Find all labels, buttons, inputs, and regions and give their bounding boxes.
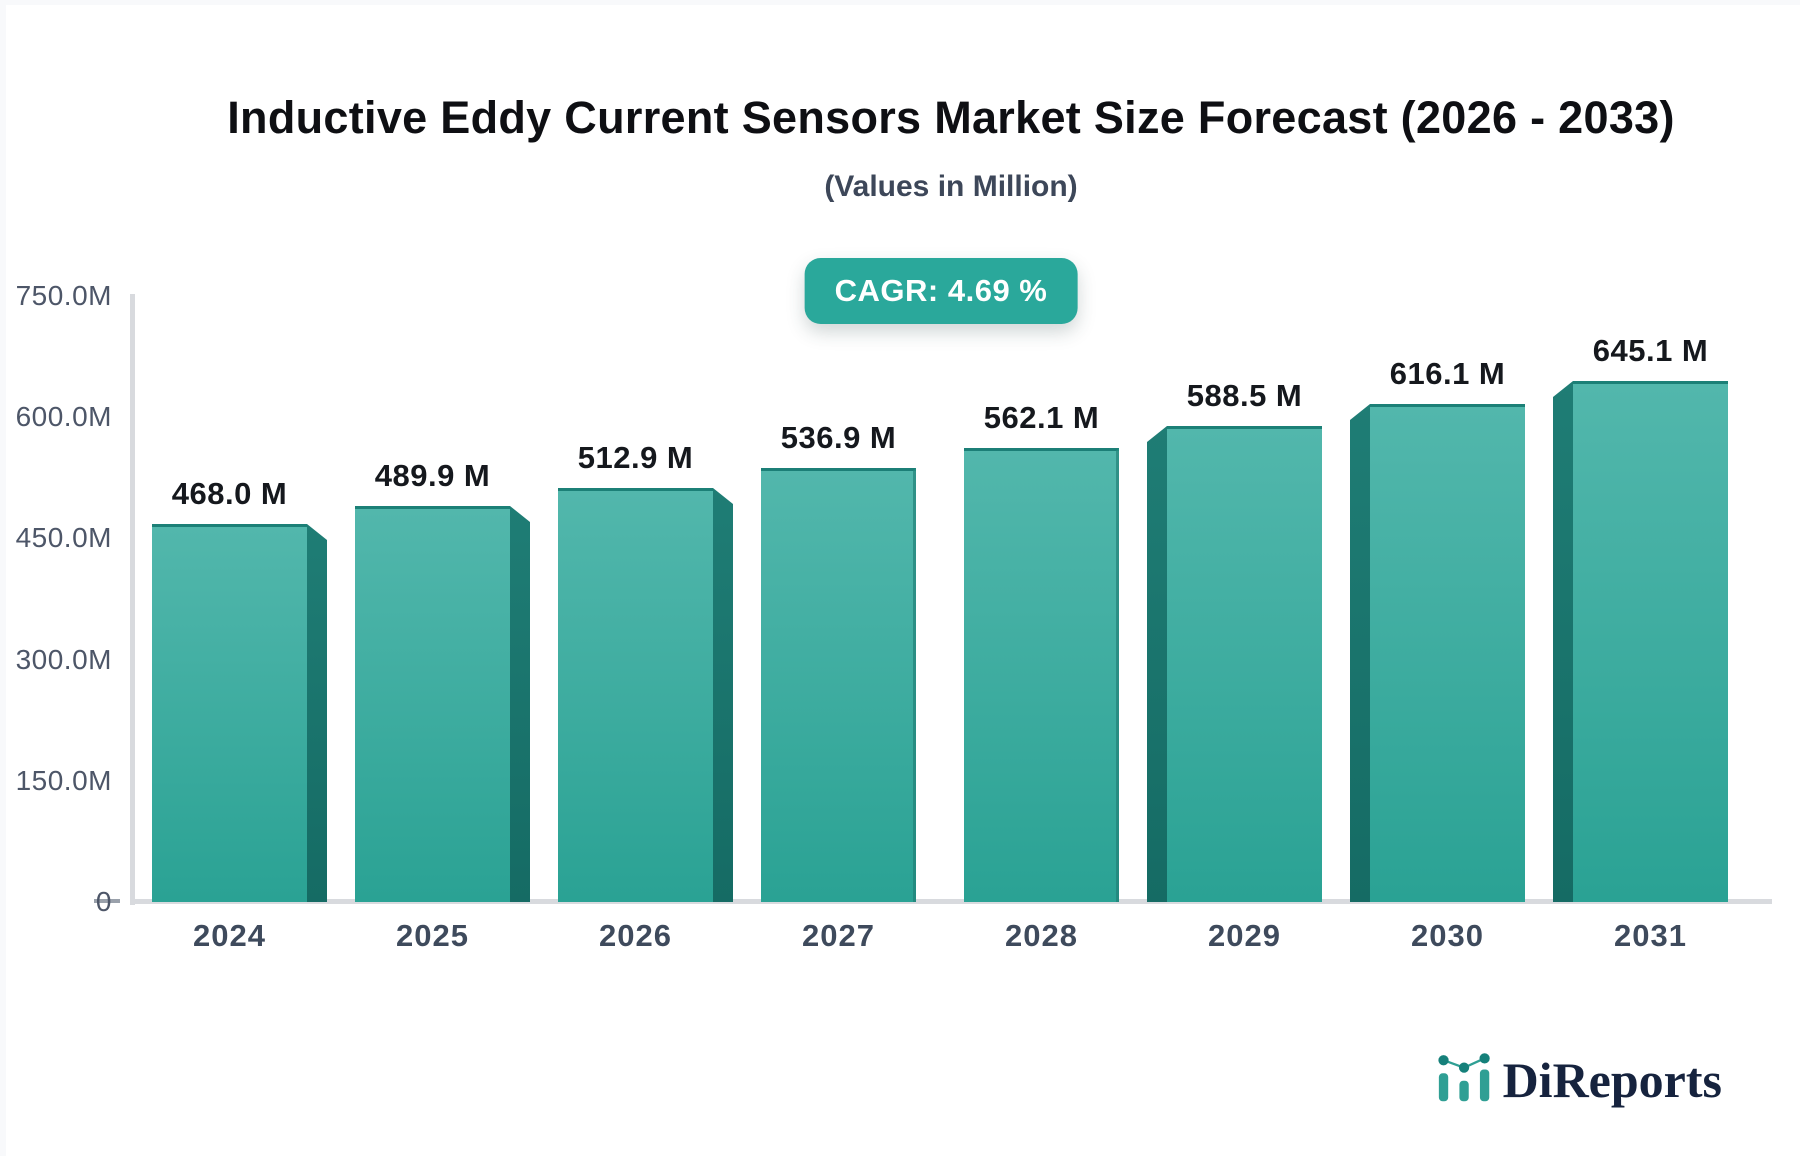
bar-value-label: 512.9 M bbox=[577, 440, 694, 475]
y-axis-tick-label: 750.0M bbox=[15, 280, 112, 311]
bar-2029[interactable] bbox=[1167, 426, 1322, 902]
bar-value-label: 588.5 M bbox=[1186, 378, 1303, 413]
bar-2025[interactable] bbox=[355, 506, 510, 902]
x-axis-label-2026: 2026 bbox=[599, 918, 672, 953]
page-edge-left bbox=[0, 0, 6, 1156]
y-axis-tick-label: 600.0M bbox=[15, 401, 112, 433]
bar-2026[interactable] bbox=[558, 488, 713, 902]
x-axis-label-2024: 2024 bbox=[193, 918, 266, 953]
x-axis-label-2031: 2031 bbox=[1614, 918, 1687, 953]
x-axis-label-2029: 2029 bbox=[1208, 918, 1281, 953]
page-edge-top bbox=[0, 0, 1800, 5]
bar-value-label: 489.9 M bbox=[374, 458, 491, 493]
bar-3d-side bbox=[1553, 381, 1573, 902]
bar-3d-side bbox=[713, 488, 733, 902]
logo-text: DiReports bbox=[1502, 1052, 1722, 1108]
direports-logo: DiReports bbox=[1437, 1048, 1722, 1106]
cagr-badge: CAGR: 4.69 % bbox=[804, 258, 1078, 324]
bar-3d-side bbox=[510, 506, 530, 902]
bar-value-label: 536.9 M bbox=[780, 420, 897, 455]
bar-2031[interactable] bbox=[1573, 381, 1728, 902]
x-axis-label-2027: 2027 bbox=[802, 918, 875, 953]
bar-value-label: 468.0 M bbox=[171, 476, 288, 511]
bar-value-label: 616.1 M bbox=[1389, 356, 1506, 391]
bar-3d-side bbox=[307, 524, 327, 902]
y-axis-tick-label: 450.0M bbox=[15, 522, 112, 554]
bar-3d-side bbox=[1147, 426, 1167, 902]
bar-2030[interactable] bbox=[1370, 404, 1525, 902]
zero-tick-mark bbox=[94, 899, 120, 903]
y-axis-tick-label: 150.0M bbox=[15, 764, 112, 796]
bar-2027[interactable] bbox=[761, 468, 916, 902]
x-axis-label-2028: 2028 bbox=[1005, 918, 1078, 953]
mini-bar-chart-icon bbox=[1437, 1053, 1490, 1102]
chart-subtitle: (Values in Million) bbox=[824, 170, 1078, 203]
bar-value-label: 645.1 M bbox=[1592, 333, 1709, 368]
y-axis-tick-label: 300.0M bbox=[15, 643, 112, 675]
bar-2024[interactable] bbox=[152, 524, 307, 902]
y-axis-tick-label: 0 bbox=[95, 886, 112, 917]
x-axis-line bbox=[130, 899, 1772, 904]
bar-2028[interactable] bbox=[964, 448, 1119, 902]
x-axis-label-2030: 2030 bbox=[1411, 918, 1484, 953]
bar-3d-side bbox=[1350, 404, 1370, 902]
y-axis-line bbox=[130, 294, 135, 905]
chart-title: Inductive Eddy Current Sensors Market Si… bbox=[227, 92, 1675, 143]
x-axis-label-2025: 2025 bbox=[396, 918, 469, 953]
bar-value-label: 562.1 M bbox=[983, 400, 1100, 435]
